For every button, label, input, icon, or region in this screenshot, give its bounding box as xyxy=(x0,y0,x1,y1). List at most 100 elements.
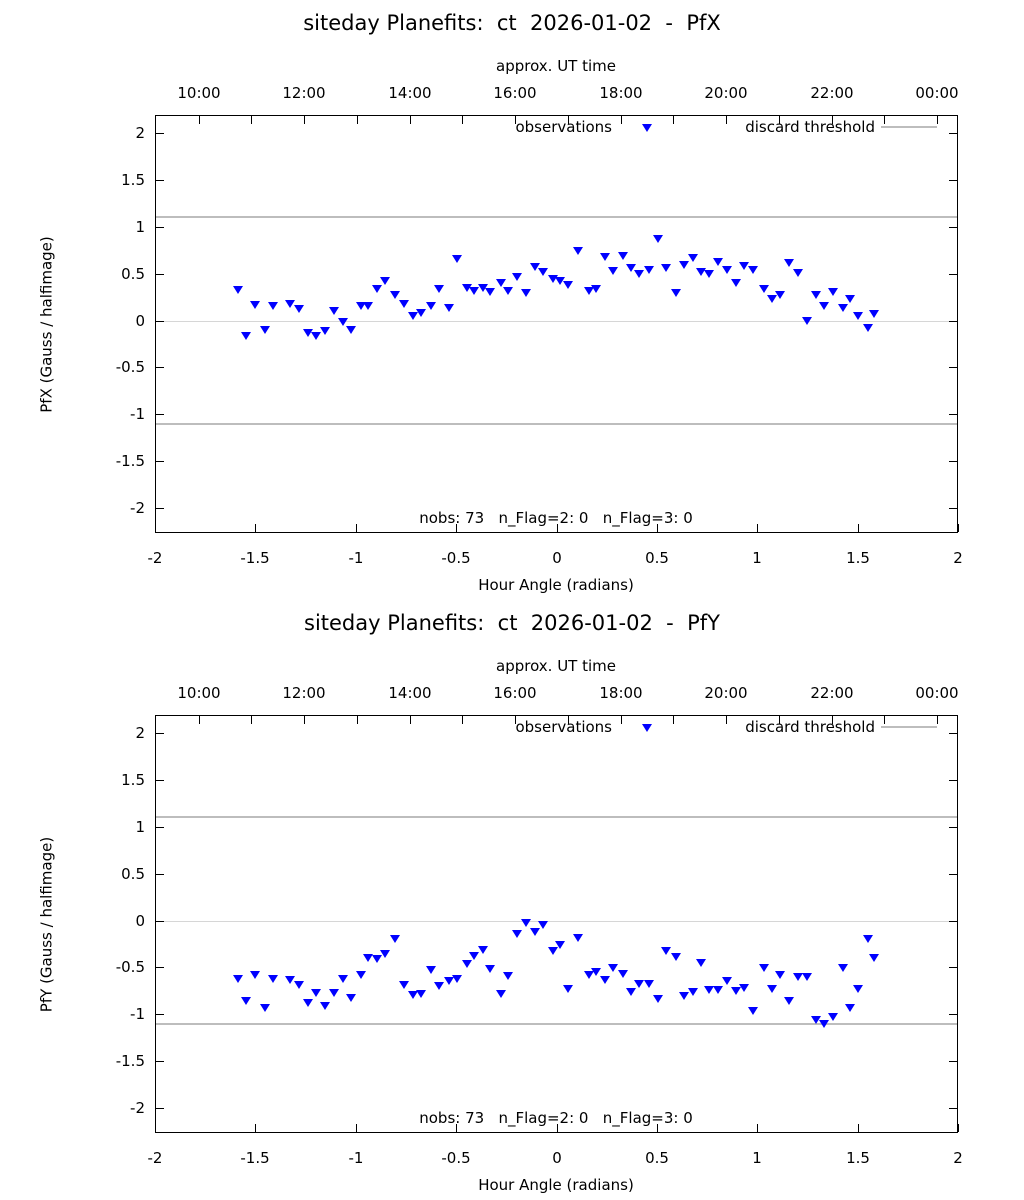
y-tick-label: -1 xyxy=(130,405,145,423)
data-point xyxy=(426,966,436,974)
y-tick-right xyxy=(949,921,957,922)
data-point xyxy=(538,268,548,276)
data-point xyxy=(260,326,270,334)
ut-tick-label: 14:00 xyxy=(388,684,432,702)
ut-tick xyxy=(515,116,516,124)
y-tick xyxy=(156,133,164,134)
ut-tick-label: 10:00 xyxy=(177,684,221,702)
ut-tick xyxy=(357,716,358,724)
y-tick xyxy=(156,367,164,368)
x-tick xyxy=(958,1124,959,1132)
threshold-line-sample xyxy=(881,126,937,128)
ut-tick-label: 22:00 xyxy=(810,684,854,702)
data-point xyxy=(548,947,558,955)
data-point xyxy=(233,975,243,983)
x-tick-label: 1 xyxy=(752,1149,762,1167)
y-tick xyxy=(156,1014,164,1015)
zero-line xyxy=(156,321,957,322)
data-point xyxy=(811,1016,821,1024)
legend-observations-label: observations xyxy=(515,718,612,736)
y-tick xyxy=(156,827,164,828)
x-tick xyxy=(356,524,357,532)
ut-tick-label: 16:00 xyxy=(493,84,537,102)
x-tick xyxy=(657,524,658,532)
data-point xyxy=(294,305,304,313)
ut-tick xyxy=(410,716,411,724)
data-point xyxy=(869,310,879,318)
y-tick xyxy=(156,508,164,509)
data-point xyxy=(704,270,714,278)
ut-tick xyxy=(779,716,780,724)
data-point xyxy=(503,972,513,980)
y-tick-label: -1.5 xyxy=(115,452,145,470)
data-point xyxy=(241,997,251,1005)
data-point xyxy=(853,312,863,320)
x-tick xyxy=(757,524,758,532)
data-point xyxy=(671,289,681,297)
data-point xyxy=(512,273,522,281)
data-point xyxy=(311,989,321,997)
data-point xyxy=(573,247,583,255)
x2-axis-title: approx. UT time xyxy=(496,57,616,75)
ut-tick-label: 00:00 xyxy=(915,84,959,102)
ut-tick xyxy=(621,116,622,124)
ut-tick xyxy=(779,116,780,124)
ut-tick-label: 16:00 xyxy=(493,684,537,702)
plot-area xyxy=(155,115,958,533)
triangle-down-marker-icon xyxy=(642,124,652,132)
data-point xyxy=(363,302,373,310)
data-point xyxy=(320,1002,330,1010)
ut-tick xyxy=(568,116,569,124)
data-point xyxy=(408,991,418,999)
x-tick xyxy=(557,1124,558,1132)
data-point xyxy=(713,986,723,994)
data-point xyxy=(372,955,382,963)
data-point xyxy=(538,921,548,929)
x-tick-label: -0.5 xyxy=(441,549,471,567)
legend-threshold-label: discard threshold xyxy=(745,718,875,736)
threshold-line-sample xyxy=(881,726,937,728)
data-point xyxy=(863,935,873,943)
data-point xyxy=(600,976,610,984)
data-point xyxy=(573,934,583,942)
chart-title: siteday Planefits: ct 2026-01-02 - PfX xyxy=(303,11,721,35)
ut-tick-label: 20:00 xyxy=(704,84,748,102)
ut-tick xyxy=(621,716,622,724)
data-point xyxy=(767,985,777,993)
x-tick-label: -2 xyxy=(147,1149,163,1167)
y-tick xyxy=(156,180,164,181)
data-point xyxy=(739,262,749,270)
data-point xyxy=(372,285,382,293)
data-point xyxy=(241,332,251,340)
data-point xyxy=(748,266,758,274)
x-tick xyxy=(456,524,457,532)
data-point xyxy=(819,1020,829,1028)
y-tick-label: 2 xyxy=(135,724,145,742)
data-point xyxy=(416,990,426,998)
y-tick xyxy=(156,227,164,228)
data-point xyxy=(521,289,531,297)
ut-tick xyxy=(199,116,200,124)
data-point xyxy=(390,291,400,299)
data-point xyxy=(250,301,260,309)
data-point xyxy=(303,999,313,1007)
data-point xyxy=(444,304,454,312)
data-point xyxy=(608,267,618,275)
ut-tick-label: 00:00 xyxy=(915,684,959,702)
y-tick-label: -2 xyxy=(130,1099,145,1117)
y-tick-label: -1 xyxy=(130,1005,145,1023)
ut-tick-label: 22:00 xyxy=(810,84,854,102)
y-tick-label: -2 xyxy=(130,499,145,517)
triangle-down-marker-icon xyxy=(642,724,652,732)
data-point xyxy=(688,988,698,996)
data-point xyxy=(485,965,495,973)
data-point xyxy=(452,255,462,263)
data-point xyxy=(346,994,356,1002)
y-tick xyxy=(156,874,164,875)
data-point xyxy=(434,982,444,990)
data-point xyxy=(845,295,855,303)
data-point xyxy=(679,261,689,269)
chart-pfx: siteday Planefits: ct 2026-01-02 - PfX a… xyxy=(38,11,963,594)
x-tick xyxy=(858,524,859,532)
y-axis-title: PfY (Gauss / halfimage) xyxy=(37,836,56,1013)
